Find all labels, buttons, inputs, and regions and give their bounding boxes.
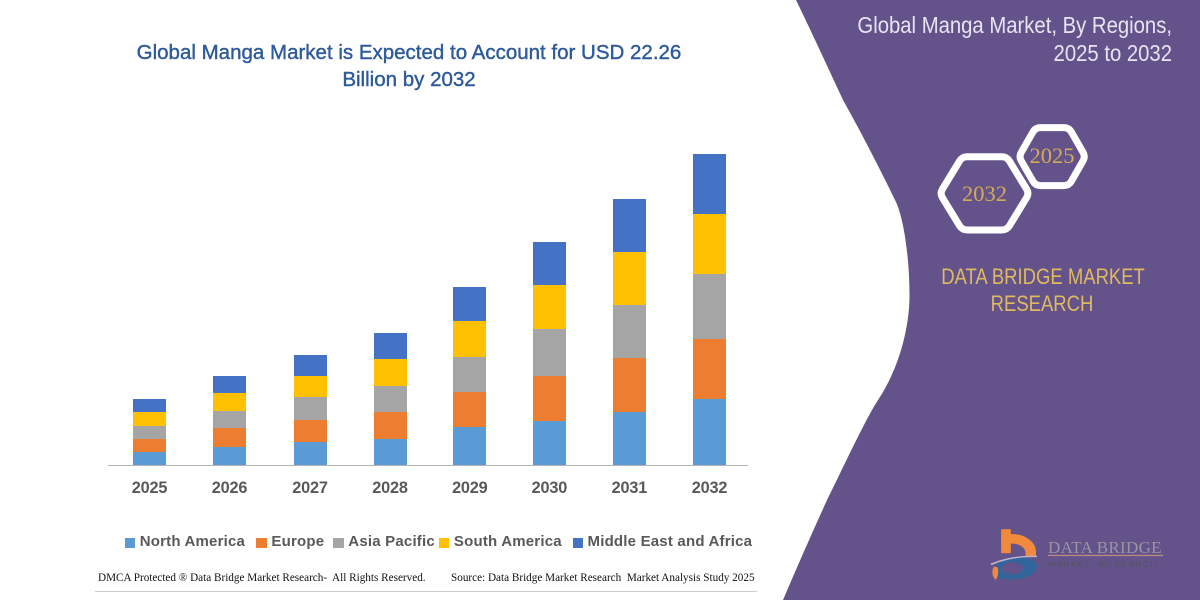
svg-text:2025: 2025 xyxy=(1030,143,1075,168)
svg-text:DATA BRIDGE: DATA BRIDGE xyxy=(1048,538,1162,557)
svg-text:MARKET RESEARCH: MARKET RESEARCH xyxy=(1048,559,1158,569)
svg-text:2032: 2032 xyxy=(962,181,1007,206)
